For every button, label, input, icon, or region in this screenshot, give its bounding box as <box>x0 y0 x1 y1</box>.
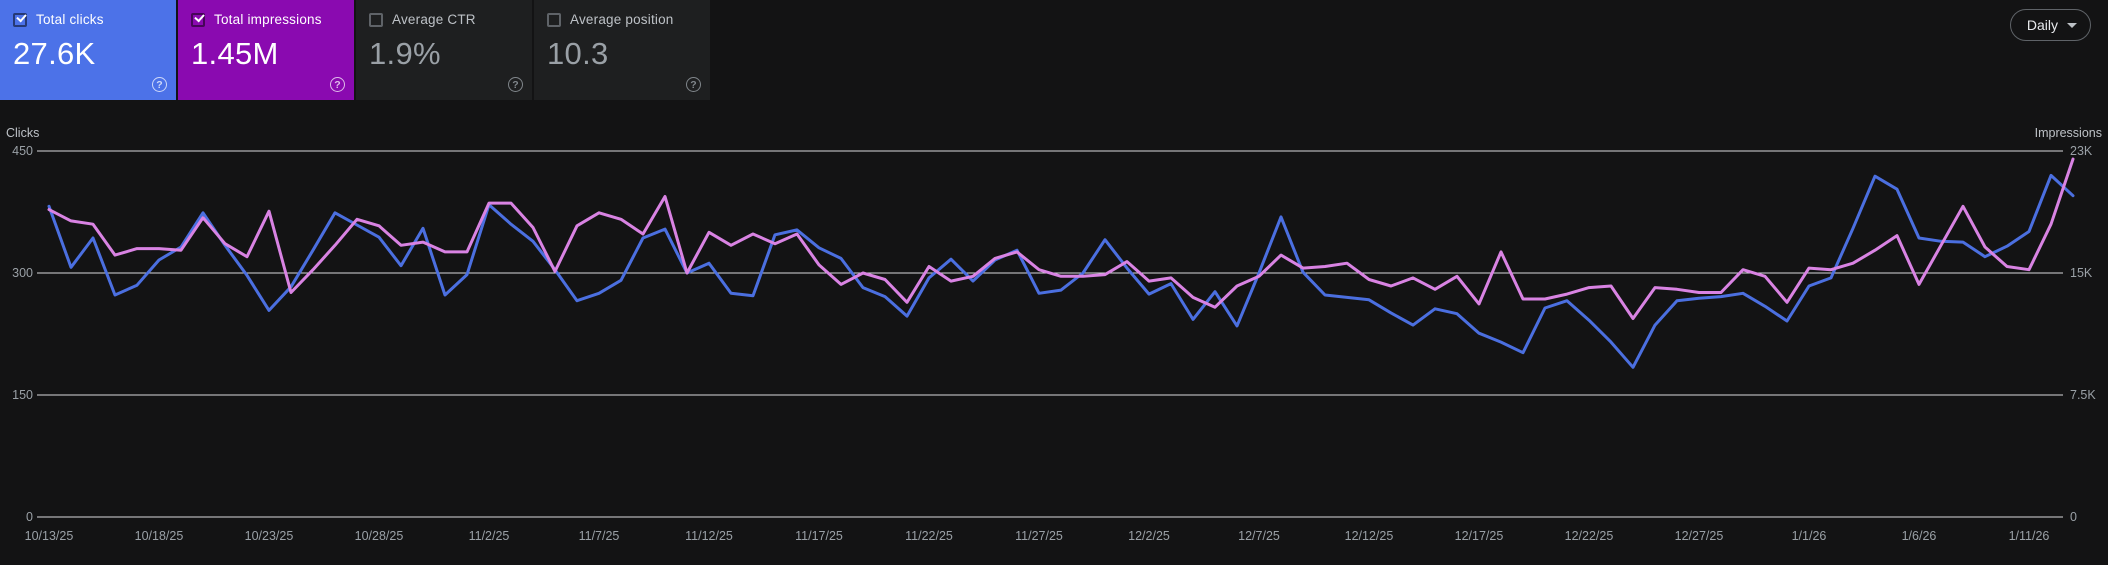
x-axis-date-label: 11/7/25 <box>579 529 620 543</box>
x-axis-date-label: 10/18/25 <box>135 529 184 543</box>
total-impressions-line[interactable] <box>47 157 2075 320</box>
metric-value: 10.3 <box>547 36 609 71</box>
metric-label: Average CTR <box>392 12 476 27</box>
x-axis-date-label: 1/11/26 <box>2009 529 2050 543</box>
metric-value: 1.45M <box>191 36 279 71</box>
metric-card-average-ctr[interactable]: Average CTR 1.9%? <box>356 0 532 100</box>
left-axis-tick: 450 <box>12 144 33 158</box>
x-axis-date-label: 11/22/25 <box>905 529 953 543</box>
right-axis-title: Impressions <box>2035 126 2102 140</box>
x-axis-date-label: 12/17/25 <box>1455 529 1504 543</box>
x-axis-date-label: 1/6/26 <box>1902 529 1937 543</box>
x-axis-date-label: 12/27/25 <box>1675 529 1724 543</box>
x-axis-date-label: 11/12/25 <box>685 529 733 543</box>
x-axis-date-label: 12/12/25 <box>1345 529 1394 543</box>
right-axis-tick: 15K <box>2070 266 2093 280</box>
x-axis-date-label: 1/1/26 <box>1792 529 1827 543</box>
metric-value: 1.9% <box>369 36 441 71</box>
average-position-checkbox[interactable] <box>547 12 561 27</box>
right-axis-tick: 7.5K <box>2070 388 2096 402</box>
metric-label: Total impressions <box>214 12 322 27</box>
x-axis-date-label: 10/13/25 <box>25 529 74 543</box>
x-axis-date-label: 12/2/25 <box>1128 529 1170 543</box>
metric-cards: Total clicks 27.6K? Total impressions 1.45M… <box>0 0 710 100</box>
left-axis-title: Clicks <box>6 126 39 140</box>
right-axis-tick: 0 <box>2070 510 2077 524</box>
x-axis-date-label: 10/28/25 <box>355 529 404 543</box>
question-mark-icon[interactable]: ? <box>686 77 701 92</box>
metric-label: Average position <box>570 12 674 27</box>
left-axis-tick: 150 <box>12 388 33 402</box>
left-axis-tick: 300 <box>12 266 33 280</box>
metric-label: Total clicks <box>36 12 104 27</box>
average-ctr-checkbox[interactable] <box>369 12 383 27</box>
granularity-label: Daily <box>2026 17 2058 33</box>
x-axis-date-label: 11/2/25 <box>469 529 510 543</box>
x-axis-date-label: 10/23/25 <box>245 529 294 543</box>
x-axis-date-label: 12/7/25 <box>1238 529 1280 543</box>
total-clicks-checkbox[interactable] <box>13 12 27 27</box>
left-axis-tick: 0 <box>26 510 33 524</box>
total-impressions-checkbox[interactable] <box>191 12 205 27</box>
metric-value: 27.6K <box>13 36 96 71</box>
question-mark-icon[interactable]: ? <box>152 77 167 92</box>
x-axis-date-label: 11/27/25 <box>1015 529 1063 543</box>
x-axis-date-label: 11/17/25 <box>795 529 843 543</box>
right-axis-tick: 23K <box>2070 144 2093 158</box>
metric-card-total-clicks[interactable]: Total clicks 27.6K? <box>0 0 176 100</box>
question-mark-icon[interactable]: ? <box>330 77 345 92</box>
total-clicks-line[interactable] <box>47 173 2075 369</box>
metric-card-average-position[interactable]: Average position 10.3? <box>534 0 710 100</box>
chevron-down-icon <box>2067 22 2077 28</box>
x-axis-date-label: 12/22/25 <box>1565 529 1614 543</box>
granularity-dropdown[interactable]: Daily <box>2009 9 2091 41</box>
question-mark-icon[interactable]: ? <box>508 77 523 92</box>
metric-card-total-impressions[interactable]: Total impressions 1.45M? <box>178 0 354 100</box>
